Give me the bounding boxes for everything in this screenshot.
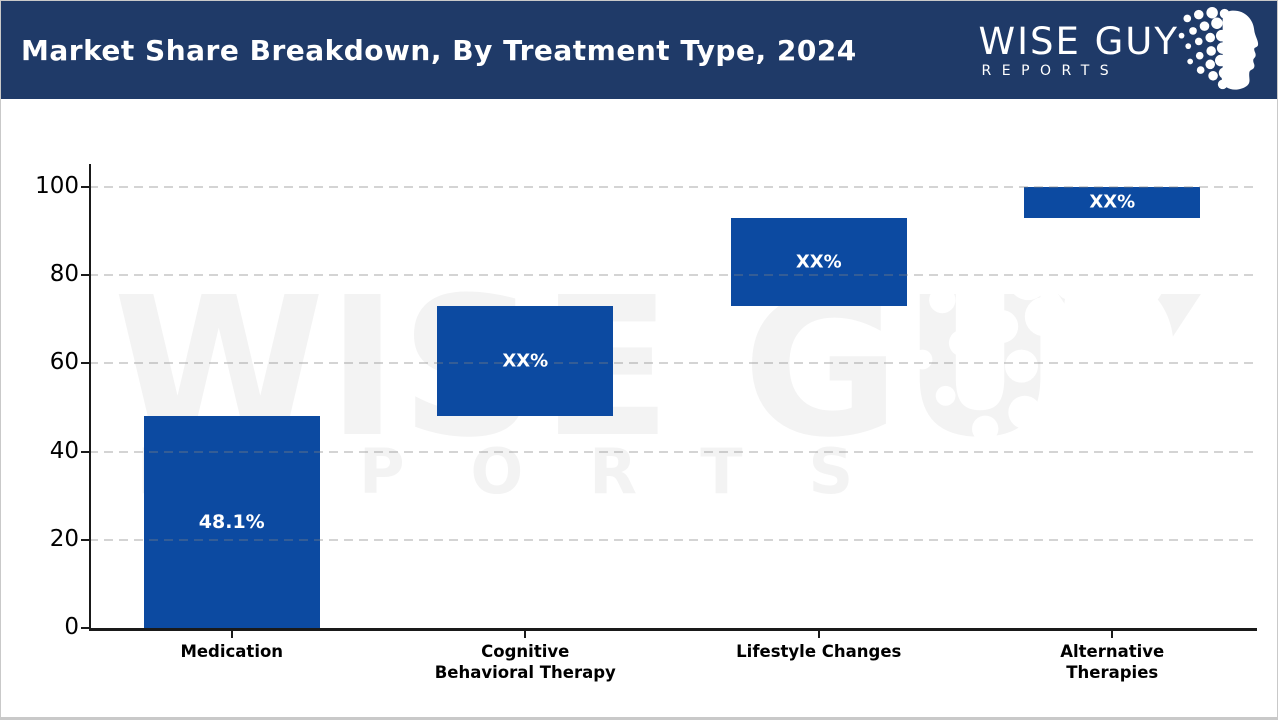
y-axis-tick — [81, 538, 89, 541]
y-axis-tick — [81, 186, 89, 188]
y-gridline — [89, 450, 1257, 453]
logo-text: WISE GUY REPORTS — [979, 23, 1179, 78]
x-axis-tick — [817, 631, 820, 638]
y-axis-tick-label: 60 — [49, 349, 79, 376]
x-tick-label-lifestyle-changes: Lifestyle Changes — [669, 641, 969, 662]
y-gridline — [89, 274, 1257, 277]
x-tick-label-line: Cognitive — [481, 642, 570, 661]
x-tick-label-line: Lifestyle Changes — [736, 642, 902, 661]
bar-cognitive — [437, 306, 614, 416]
header-bar: Market Share Breakdown, By Treatment Typ… — [1, 1, 1277, 99]
y-axis-tick-label: 40 — [49, 437, 79, 464]
y-axis-tick — [81, 450, 89, 453]
y-axis-tick — [81, 274, 89, 277]
y-axis-tick-label: 20 — [49, 525, 79, 552]
x-axis-line — [89, 628, 1257, 631]
x-axis-tick — [1111, 631, 1114, 638]
x-tick-label-alternative-therapies: Alternative Therapies — [962, 641, 1262, 683]
bar-alternative — [1024, 187, 1201, 218]
y-axis-tick — [81, 362, 89, 365]
y-axis-tick-label: 100 — [35, 173, 79, 199]
x-tick-label-medication: Medication — [82, 641, 382, 662]
logo-subtitle: REPORTS — [981, 62, 1120, 79]
y-gridline — [89, 186, 1257, 188]
x-tick-label-line: Behavioral Therapy — [434, 663, 616, 682]
wise-guy-reports-logo: WISE GUY REPORTS — [979, 7, 1263, 93]
y-axis-line — [89, 164, 91, 631]
bar-value-label: 48.1% — [198, 510, 265, 533]
y-axis-tick-label: 0 — [64, 614, 79, 640]
page-title: Market Share Breakdown, By Treatment Typ… — [21, 33, 857, 67]
x-tick-label-line: Medication — [180, 642, 284, 661]
y-axis-tick-label: 80 — [49, 261, 79, 288]
y-gridline — [89, 538, 1257, 541]
x-axis-tick — [524, 631, 527, 638]
dotted-head-icon — [1178, 7, 1259, 90]
x-tick-label-line: Therapies — [1066, 663, 1159, 682]
bar-value-label: XX% — [502, 350, 549, 372]
y-gridline — [89, 362, 1257, 365]
logo-wordmark: WISE GUY — [978, 19, 1179, 63]
bar-lifestyle-changes — [730, 217, 907, 307]
bar-value-label: XX% — [1089, 191, 1136, 213]
watermark-head-graphic — [912, 260, 1187, 546]
bar-medication — [143, 415, 320, 628]
bar-value-label: XX% — [795, 251, 842, 273]
x-tick-label-line: Alternative — [1060, 642, 1165, 661]
y-axis-tick — [81, 627, 89, 629]
x-axis-tick — [230, 631, 233, 638]
x-tick-label-cognitive-behavioral-therapy: Cognitive Behavioral Therapy — [375, 641, 675, 683]
